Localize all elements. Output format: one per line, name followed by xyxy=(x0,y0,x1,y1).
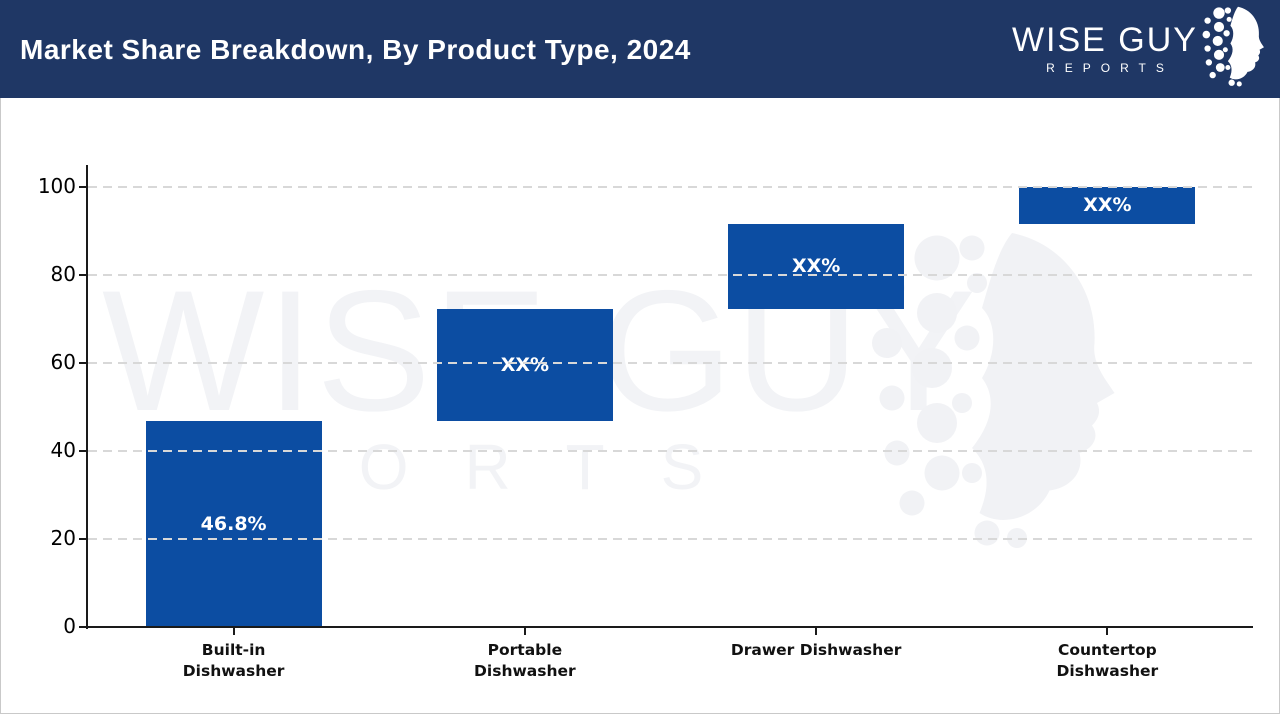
brand-name: WISE GUY xyxy=(1011,21,1198,59)
gridline-80 xyxy=(88,274,1253,276)
category-label-drawer-dishwasher: Drawer Dishwasher xyxy=(701,640,931,661)
bar-value-drawer-dishwasher: XX% xyxy=(791,255,841,278)
x-tick-portable-dishwasher xyxy=(523,628,526,635)
category-label-line: Portable xyxy=(487,641,563,659)
y-tick-40 xyxy=(79,450,87,452)
category-label-line: Dishwasher xyxy=(474,662,576,680)
watermark-face-icon xyxy=(872,233,1115,548)
page-title: Market Share Breakdown, By Product Type,… xyxy=(20,34,691,65)
y-tick-label-20: 20 xyxy=(50,526,76,550)
category-label-line: Built-in xyxy=(201,641,266,659)
gridline-100 xyxy=(88,186,1253,188)
header-bar: Market Share Breakdown, By Product Type,… xyxy=(0,0,1280,98)
category-label-line: Countertop xyxy=(1057,641,1157,659)
brand-subname: REPORTS xyxy=(1046,61,1174,75)
bar-portable-dishwasher: XX% xyxy=(436,308,613,422)
gridline-40 xyxy=(88,450,1253,452)
bar-drawer-dishwasher: XX% xyxy=(728,223,905,309)
x-tick-drawer-dishwasher xyxy=(815,628,818,635)
category-label-line: Drawer Dishwasher xyxy=(730,641,902,659)
watermark-subtext: PORTS xyxy=(260,431,760,503)
bar-countertop-dishwasher: XX% xyxy=(1019,187,1196,224)
category-label-portable-dishwasher: Portable Dishwasher xyxy=(410,640,640,682)
y-tick-60 xyxy=(79,362,87,364)
gridline-20 xyxy=(88,538,1253,540)
brand-logo: WISE GUY REPORTS xyxy=(1012,4,1280,93)
y-axis-line xyxy=(86,165,88,629)
y-tick-20 xyxy=(79,538,87,540)
bar-value-portable-dishwasher: XX% xyxy=(500,353,550,376)
bar-value-countertop-dishwasher: XX% xyxy=(1083,194,1132,217)
category-label-built-in-dishwasher: Built-in Dishwasher xyxy=(119,640,349,682)
bar-built-in-dishwasher: 46.8% xyxy=(145,421,322,627)
y-tick-label-100: 100 xyxy=(37,174,76,198)
x-tick-built-in-dishwasher xyxy=(232,628,235,635)
y-tick-label-60: 60 xyxy=(50,350,76,374)
y-tick-label-40: 40 xyxy=(50,438,76,462)
bar-value-built-in-dishwasher: 46.8% xyxy=(200,513,267,536)
brand-face-icon xyxy=(1202,6,1264,87)
y-tick-0 xyxy=(79,626,87,628)
x-tick-countertop-dishwasher xyxy=(1106,628,1109,635)
x-axis-line xyxy=(86,626,1253,628)
y-tick-label-80: 80 xyxy=(50,262,76,286)
category-label-line: Dishwasher xyxy=(182,662,285,680)
y-tick-label-0: 0 xyxy=(63,614,76,638)
gridline-60 xyxy=(88,362,1253,364)
y-tick-100 xyxy=(79,186,87,188)
brand-wordmark: WISE GUY REPORTS xyxy=(1012,22,1198,75)
category-label-countertop-dishwasher: Countertop Dishwasher xyxy=(992,640,1222,682)
y-tick-80 xyxy=(79,274,87,276)
category-label-line: Dishwasher xyxy=(1056,662,1159,680)
